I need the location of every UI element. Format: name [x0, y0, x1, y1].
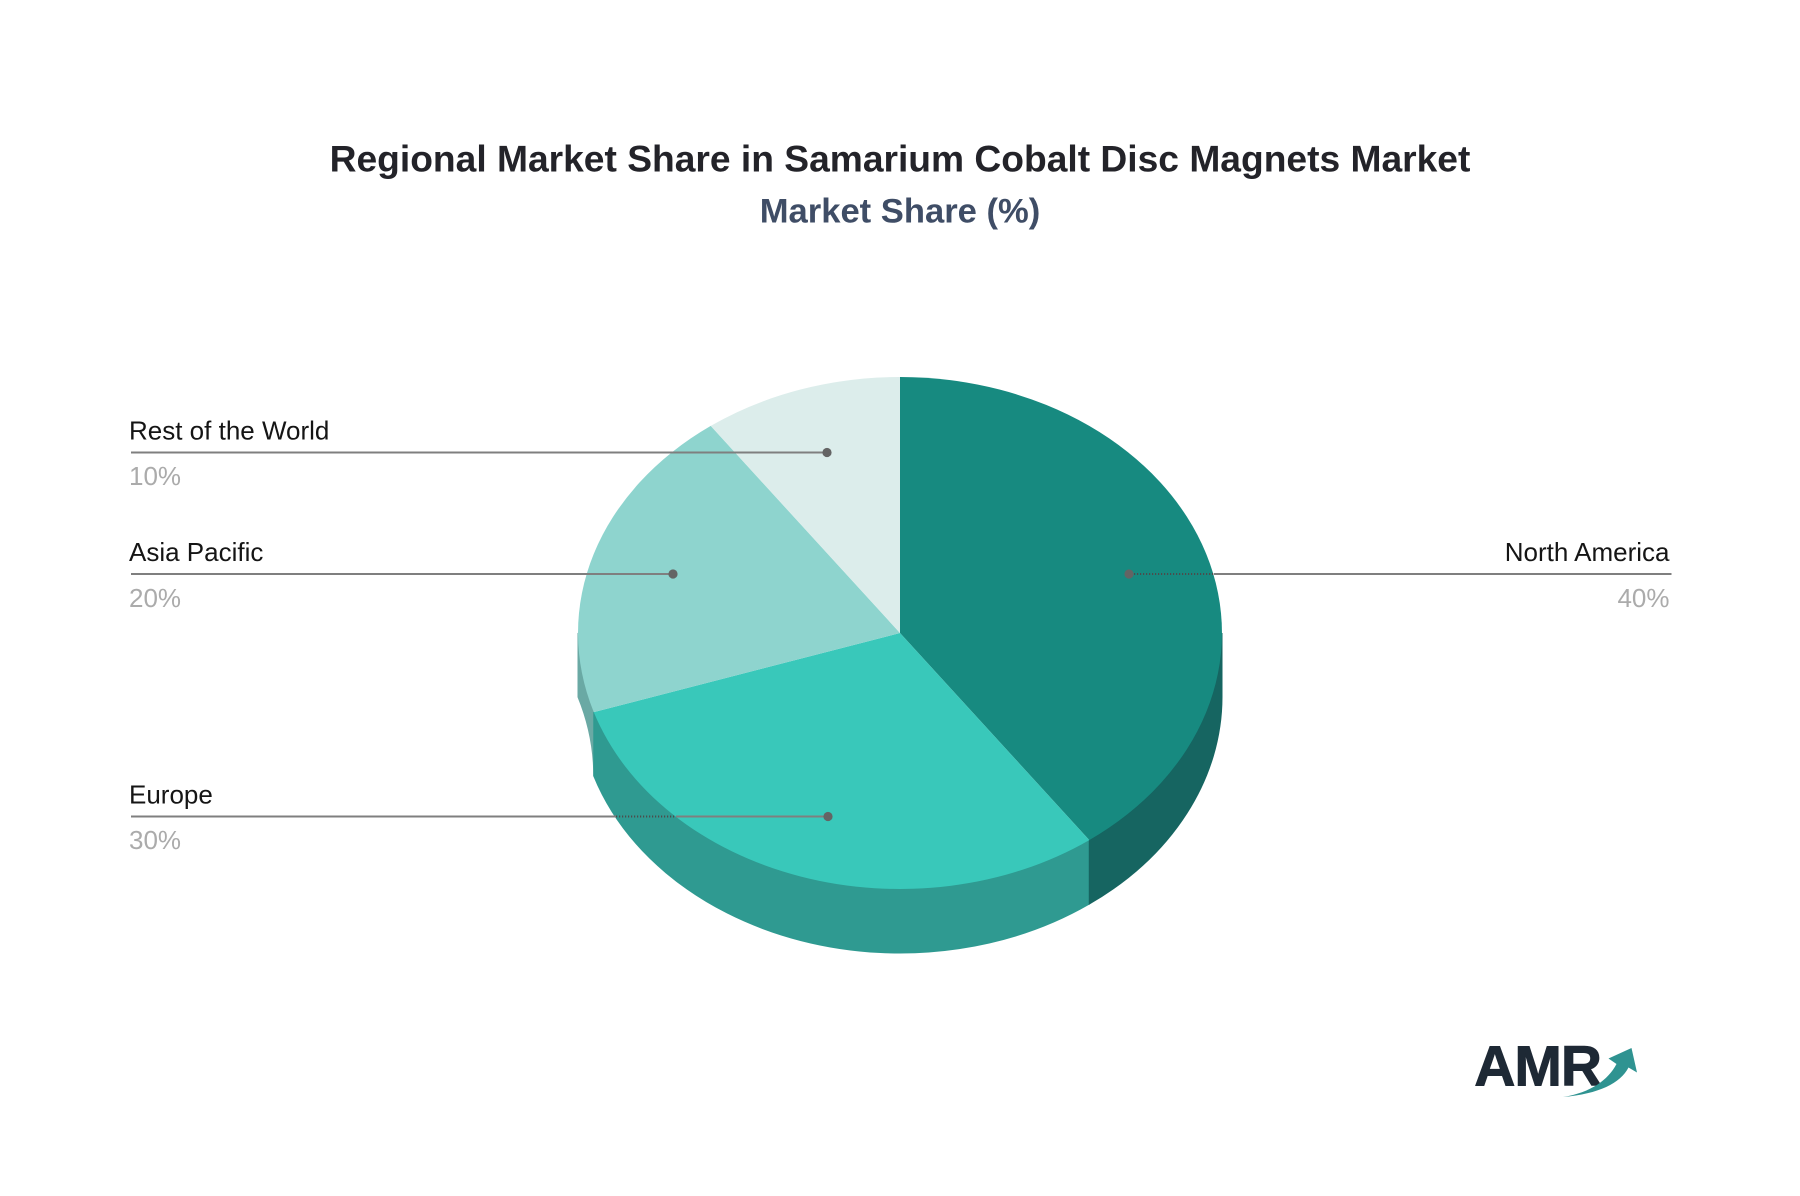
- svg-text:30%: 30%: [129, 825, 181, 855]
- svg-text:20%: 20%: [129, 583, 181, 613]
- svg-text:Market Share (%): Market Share (%): [760, 193, 1041, 231]
- svg-text:Rest of the World: Rest of the World: [129, 416, 329, 446]
- svg-text:AMR: AMR: [1474, 1035, 1601, 1099]
- svg-text:Regional Market Share in Samar: Regional Market Share in Samarium Cobalt…: [330, 138, 1471, 180]
- svg-text:Europe: Europe: [129, 780, 213, 810]
- svg-text:North America: North America: [1505, 537, 1670, 567]
- svg-text:Asia Pacific: Asia Pacific: [129, 537, 263, 567]
- svg-text:10%: 10%: [129, 461, 181, 491]
- svg-text:40%: 40%: [1617, 583, 1669, 613]
